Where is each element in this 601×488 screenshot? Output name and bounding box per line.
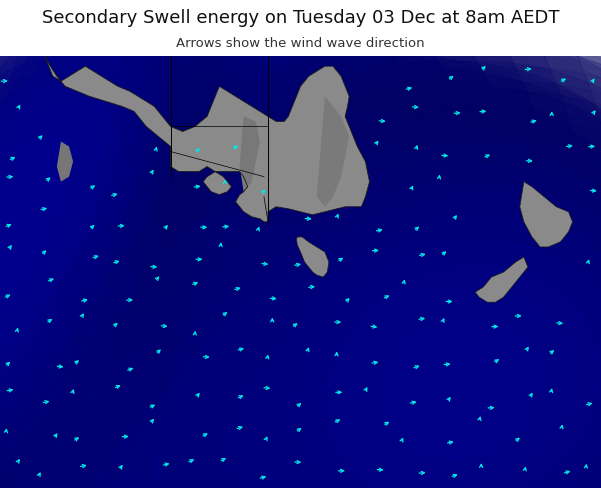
- Ellipse shape: [98, 121, 601, 488]
- Ellipse shape: [37, 273, 191, 382]
- Ellipse shape: [124, 286, 428, 488]
- Ellipse shape: [131, 0, 323, 488]
- Ellipse shape: [147, 86, 601, 488]
- Text: Arrows show the wind wave direction: Arrows show the wind wave direction: [176, 37, 425, 50]
- Ellipse shape: [0, 159, 270, 488]
- Ellipse shape: [297, 241, 601, 488]
- Ellipse shape: [0, 135, 601, 488]
- Ellipse shape: [32, 61, 601, 488]
- Ellipse shape: [242, 191, 601, 488]
- Ellipse shape: [120, 212, 601, 488]
- Ellipse shape: [9, 305, 153, 409]
- Ellipse shape: [0, 0, 424, 488]
- Ellipse shape: [0, 217, 392, 488]
- Ellipse shape: [0, 0, 401, 488]
- Ellipse shape: [153, 238, 601, 488]
- Ellipse shape: [0, 12, 145, 422]
- Ellipse shape: [107, 0, 348, 488]
- Ellipse shape: [0, 342, 194, 488]
- Ellipse shape: [0, 25, 601, 488]
- Ellipse shape: [0, 204, 511, 488]
- Ellipse shape: [0, 40, 601, 488]
- Ellipse shape: [0, 170, 385, 488]
- Ellipse shape: [0, 101, 484, 488]
- Ellipse shape: [0, 262, 252, 488]
- Ellipse shape: [0, 0, 258, 488]
- Ellipse shape: [0, 131, 70, 302]
- Ellipse shape: [287, 214, 558, 461]
- Ellipse shape: [0, 212, 201, 488]
- Ellipse shape: [0, 244, 230, 410]
- Ellipse shape: [132, 51, 469, 488]
- Ellipse shape: [0, 215, 280, 488]
- Ellipse shape: [91, 36, 601, 488]
- Ellipse shape: [0, 177, 247, 488]
- Ellipse shape: [26, 0, 364, 488]
- Ellipse shape: [0, 83, 601, 488]
- Ellipse shape: [218, 198, 383, 477]
- Ellipse shape: [175, 112, 601, 488]
- Ellipse shape: [0, 54, 601, 488]
- Ellipse shape: [168, 48, 287, 386]
- Ellipse shape: [131, 151, 584, 488]
- Ellipse shape: [82, 0, 373, 488]
- Ellipse shape: [0, 187, 65, 387]
- Ellipse shape: [0, 308, 185, 487]
- Ellipse shape: [0, 285, 218, 488]
- Ellipse shape: [0, 99, 601, 488]
- Ellipse shape: [213, 166, 601, 488]
- Ellipse shape: [0, 213, 48, 361]
- Ellipse shape: [0, 267, 313, 488]
- Ellipse shape: [129, 73, 261, 441]
- Ellipse shape: [0, 275, 356, 488]
- Ellipse shape: [57, 287, 171, 368]
- Ellipse shape: [0, 230, 250, 425]
- Ellipse shape: [0, 0, 239, 488]
- Ellipse shape: [382, 316, 543, 459]
- Ellipse shape: [156, 14, 299, 420]
- Ellipse shape: [0, 141, 601, 488]
- Ellipse shape: [0, 251, 230, 464]
- Ellipse shape: [11, 40, 314, 488]
- Ellipse shape: [0, 239, 285, 488]
- Ellipse shape: [0, 0, 201, 488]
- Polygon shape: [57, 142, 73, 182]
- Ellipse shape: [0, 216, 270, 439]
- Ellipse shape: [0, 0, 335, 488]
- Ellipse shape: [0, 0, 398, 488]
- Ellipse shape: [0, 0, 358, 488]
- Ellipse shape: [0, 167, 471, 488]
- Ellipse shape: [354, 291, 572, 484]
- Ellipse shape: [70, 0, 385, 488]
- Ellipse shape: [0, 123, 451, 488]
- Ellipse shape: [0, 69, 601, 488]
- Polygon shape: [296, 237, 329, 277]
- Polygon shape: [240, 116, 260, 192]
- Ellipse shape: [0, 107, 601, 488]
- Polygon shape: [44, 56, 370, 222]
- Ellipse shape: [0, 31, 601, 488]
- Ellipse shape: [0, 0, 164, 452]
- Ellipse shape: [186, 264, 577, 488]
- Polygon shape: [317, 96, 349, 207]
- Ellipse shape: [0, 245, 401, 488]
- Ellipse shape: [33, 80, 291, 488]
- Ellipse shape: [112, 25, 278, 488]
- Ellipse shape: [103, 2, 498, 488]
- Ellipse shape: [0, 264, 133, 470]
- Ellipse shape: [0, 162, 81, 413]
- Ellipse shape: [0, 193, 352, 488]
- Ellipse shape: [0, 81, 601, 488]
- Ellipse shape: [180, 83, 275, 351]
- Ellipse shape: [0, 58, 148, 488]
- Ellipse shape: [163, 315, 389, 480]
- Ellipse shape: [78, 161, 248, 473]
- Ellipse shape: [0, 269, 204, 446]
- Ellipse shape: [0, 202, 290, 453]
- Ellipse shape: [119, 0, 336, 488]
- Ellipse shape: [55, 121, 269, 488]
